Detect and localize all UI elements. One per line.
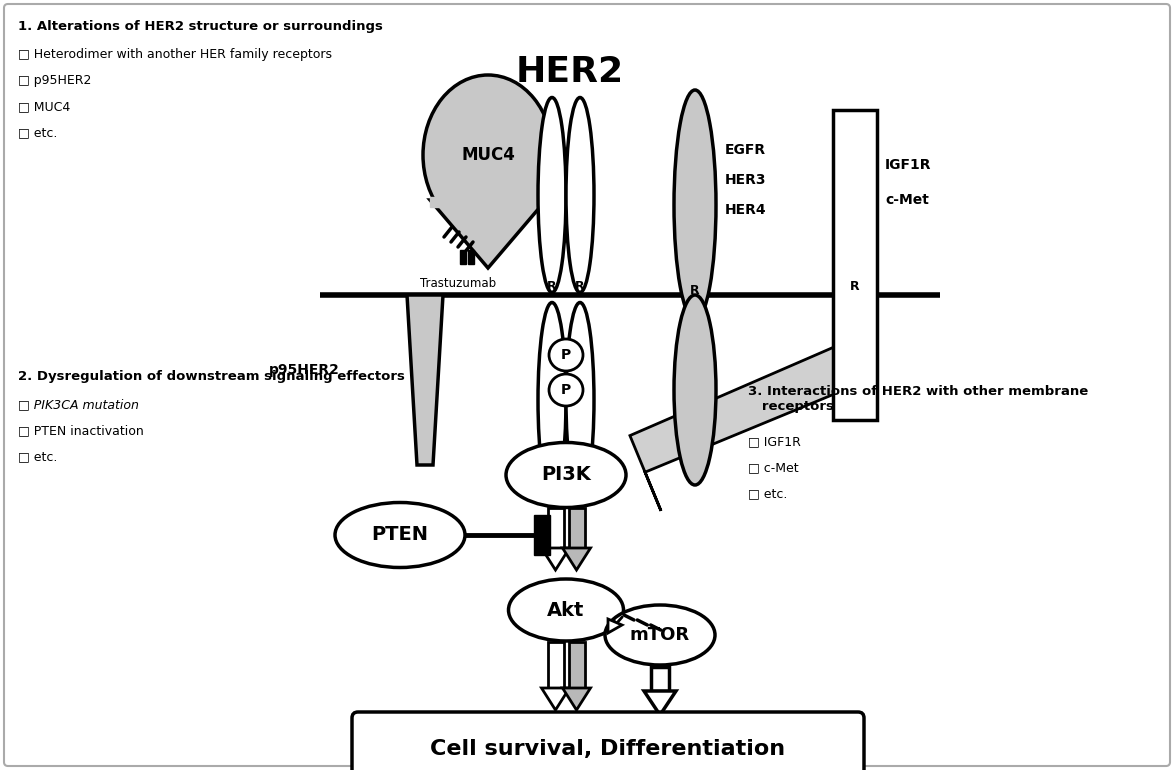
Text: R: R	[850, 280, 859, 293]
Text: Trastuzumab: Trastuzumab	[420, 277, 497, 290]
Text: HER4: HER4	[726, 203, 767, 217]
Ellipse shape	[423, 75, 553, 235]
Text: c-Met: c-Met	[885, 193, 929, 207]
Text: R: R	[690, 283, 700, 296]
Polygon shape	[430, 200, 546, 268]
Bar	[547, 642, 564, 688]
Bar	[834, 110, 877, 420]
Text: □ etc.: □ etc.	[18, 450, 58, 463]
Text: PI3K: PI3K	[541, 466, 591, 484]
Polygon shape	[630, 336, 875, 511]
Text: R: R	[575, 280, 585, 293]
Bar	[555, 402, 576, 495]
Text: □ Heterodimer with another HER family receptors: □ Heterodimer with another HER family re…	[18, 48, 332, 61]
Text: P: P	[561, 348, 571, 362]
Polygon shape	[407, 295, 443, 465]
Text: □ PTEN inactivation: □ PTEN inactivation	[18, 424, 143, 437]
Ellipse shape	[605, 605, 715, 665]
Text: □ PIK3CA mutation: □ PIK3CA mutation	[18, 398, 139, 411]
Ellipse shape	[538, 98, 566, 293]
Ellipse shape	[538, 303, 566, 497]
Ellipse shape	[566, 303, 594, 497]
Text: MUC4: MUC4	[461, 146, 515, 164]
Text: □ IGF1R: □ IGF1R	[748, 435, 801, 448]
Bar	[468, 250, 474, 264]
Text: 1. Alterations of HER2 structure or surroundings: 1. Alterations of HER2 structure or surr…	[18, 20, 383, 33]
Text: □ etc.: □ etc.	[18, 126, 58, 139]
Text: P: P	[561, 383, 571, 397]
Bar	[568, 642, 585, 688]
Bar	[534, 515, 549, 555]
Ellipse shape	[674, 295, 716, 485]
Polygon shape	[547, 402, 585, 430]
Bar	[568, 508, 585, 548]
Polygon shape	[562, 688, 591, 710]
Bar	[547, 508, 564, 548]
FancyBboxPatch shape	[4, 4, 1170, 766]
Text: IGF1R: IGF1R	[885, 158, 931, 172]
Polygon shape	[541, 548, 569, 570]
Bar	[460, 250, 466, 264]
Polygon shape	[645, 691, 676, 715]
Text: HER3: HER3	[726, 173, 767, 187]
Text: □ MUC4: □ MUC4	[18, 100, 70, 113]
Polygon shape	[541, 688, 569, 710]
Polygon shape	[608, 619, 622, 633]
Text: 3. Interactions of HER2 with other membrane
   receptors: 3. Interactions of HER2 with other membr…	[748, 385, 1088, 413]
Ellipse shape	[335, 503, 465, 567]
FancyBboxPatch shape	[352, 712, 864, 770]
Text: mTOR: mTOR	[630, 626, 690, 644]
Ellipse shape	[549, 339, 583, 371]
Polygon shape	[562, 548, 591, 570]
Ellipse shape	[566, 98, 594, 293]
Ellipse shape	[674, 90, 716, 320]
Text: PTEN: PTEN	[371, 525, 429, 544]
Text: EGFR: EGFR	[726, 143, 767, 157]
Ellipse shape	[506, 443, 626, 507]
Text: 2. Dysregulation of downstream signaling effectors: 2. Dysregulation of downstream signaling…	[18, 370, 405, 383]
Text: □ p95HER2: □ p95HER2	[18, 74, 92, 87]
Text: p95HER2: p95HER2	[269, 363, 340, 377]
Text: HER2: HER2	[515, 55, 625, 89]
Ellipse shape	[549, 374, 583, 406]
Text: Akt: Akt	[547, 601, 585, 620]
Text: R: R	[547, 280, 556, 293]
Ellipse shape	[508, 579, 623, 641]
Text: □ etc.: □ etc.	[748, 487, 788, 500]
Text: Cell survival, Differentiation: Cell survival, Differentiation	[431, 739, 785, 759]
Text: □ c-Met: □ c-Met	[748, 461, 798, 474]
Bar	[652, 667, 669, 691]
Polygon shape	[430, 197, 546, 207]
